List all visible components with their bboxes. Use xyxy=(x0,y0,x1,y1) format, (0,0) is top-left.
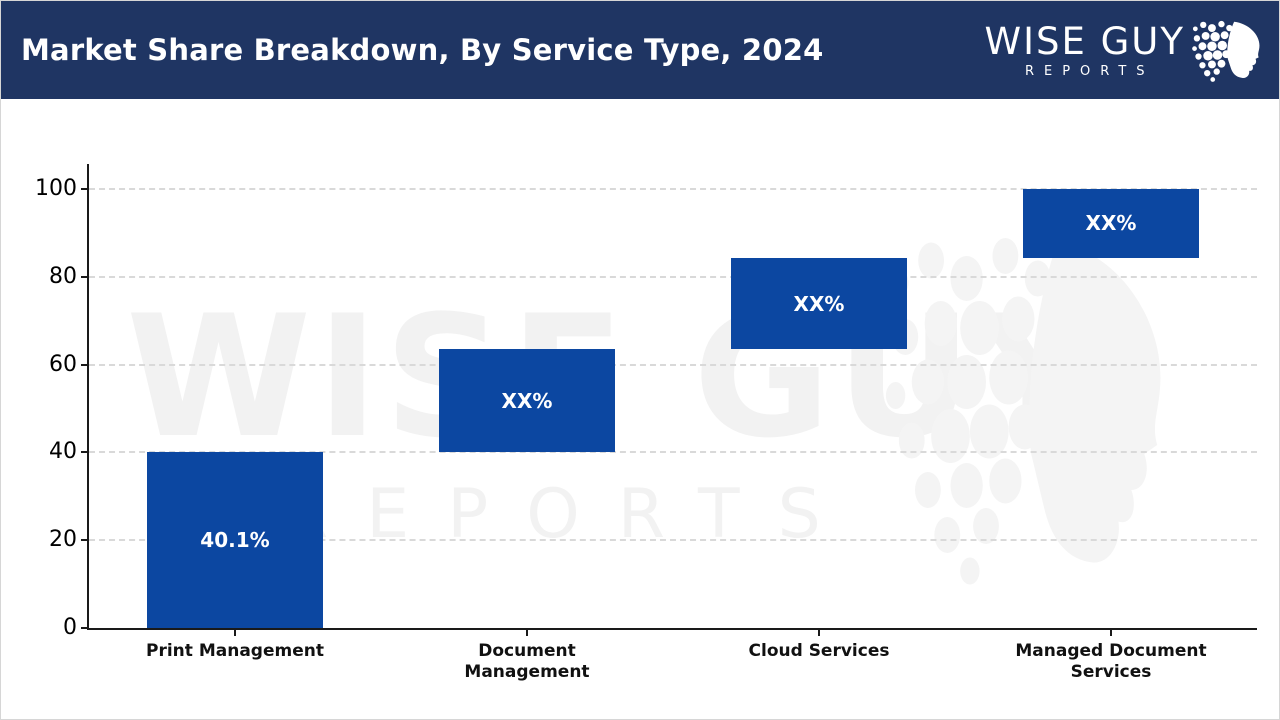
bar-value-label: XX% xyxy=(793,291,845,316)
y-tick-mark xyxy=(81,363,89,366)
bar-cloud-services: XX% xyxy=(731,257,907,350)
x-tick-mark xyxy=(818,629,820,636)
x-axis-label: Cloud Services xyxy=(748,641,890,661)
y-tick-mark xyxy=(81,188,89,190)
y-tick-label: 80 xyxy=(49,263,77,289)
gridline-100 xyxy=(89,188,1257,190)
y-tick-mark xyxy=(81,627,89,629)
bar-value-label: XX% xyxy=(1085,211,1137,236)
y-tick-label: 60 xyxy=(49,351,77,377)
x-axis-label: Managed Document Services xyxy=(1015,641,1207,683)
bar-print-management: 40.1% xyxy=(147,451,323,628)
dotted-head-icon xyxy=(1192,20,1260,82)
bar-value-label: XX% xyxy=(501,388,553,413)
logo-text: WISE GUY REPORTS xyxy=(984,19,1185,80)
bar-value-label: 40.1% xyxy=(200,527,270,552)
wise-guy-logo: WISE GUY REPORTS xyxy=(985,9,1265,93)
header-bar: Market Share Breakdown, By Service Type,… xyxy=(1,1,1279,99)
x-axis-spine xyxy=(87,628,1257,630)
bar-document-management: XX% xyxy=(439,349,615,452)
x-tick-mark xyxy=(1110,629,1112,636)
bar-managed-document-services: XX% xyxy=(1023,189,1199,258)
y-tick-label: 40 xyxy=(49,439,77,465)
y-tick-label: 100 xyxy=(35,176,77,201)
logo-wordmark: WISE GUY xyxy=(984,19,1185,63)
y-axis-spine xyxy=(87,164,89,630)
y-tick-label: 0 xyxy=(63,615,77,640)
gridline-20 xyxy=(89,539,1257,542)
y-tick-mark xyxy=(81,275,89,278)
y-tick-mark xyxy=(81,451,89,454)
x-tick-mark xyxy=(234,629,236,636)
logo-subtitle: REPORTS xyxy=(1024,64,1155,80)
x-axis-label: Document Management xyxy=(464,641,590,683)
y-tick-mark xyxy=(81,539,89,542)
x-axis-label: Print Management xyxy=(146,641,324,661)
gridline-80 xyxy=(89,275,1257,278)
x-tick-mark xyxy=(526,629,528,636)
gridline-60 xyxy=(89,363,1257,366)
y-tick-label: 20 xyxy=(49,527,77,553)
gridline-40 xyxy=(89,451,1257,454)
waterfall-chart: 0 20 40 60 80 100 40.1% Print Management XX% Docu… xyxy=(1,99,1279,719)
page-title: Market Share Breakdown, By Service Type,… xyxy=(21,33,824,67)
